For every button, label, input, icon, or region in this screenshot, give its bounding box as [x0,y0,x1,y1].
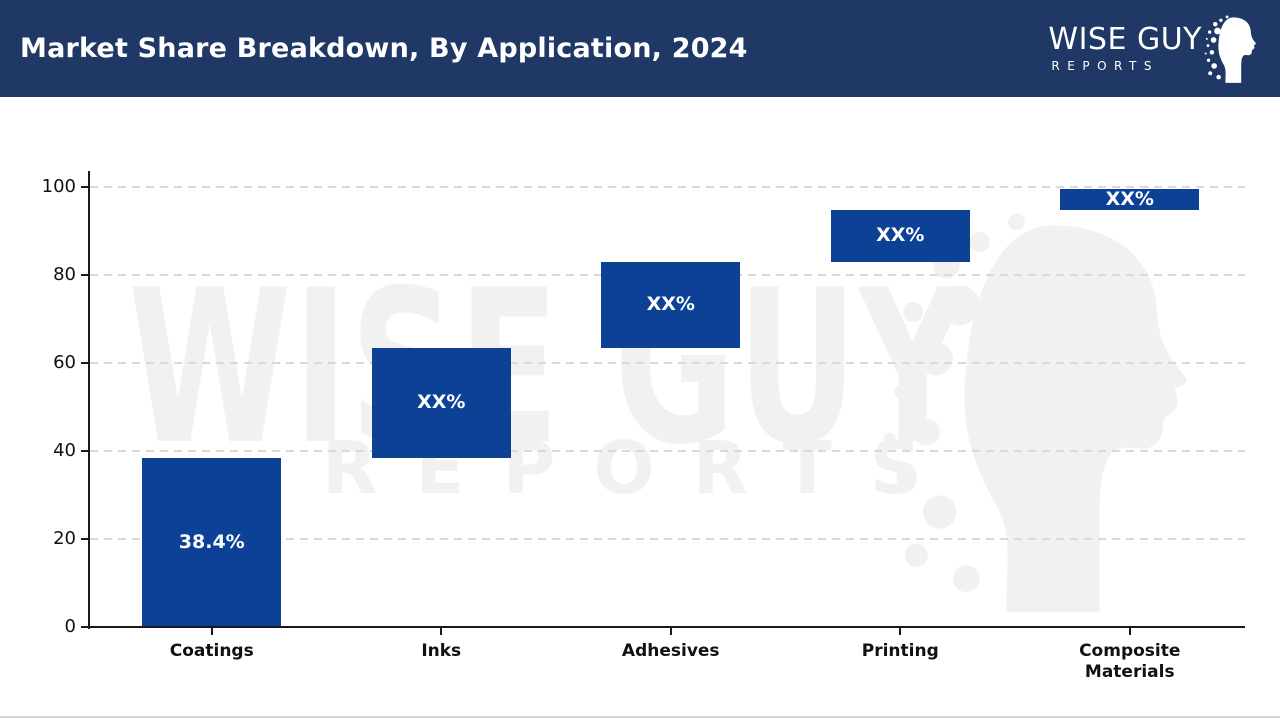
bar-value-label: XX% [646,293,695,316]
category-label: Composite Materials [1079,641,1181,682]
waterfall-bar: 38.4% [142,457,282,627]
gridline [90,449,1245,452]
x-axis-tick-mark [899,628,902,635]
wise-guy-logo: WISE GUY REPORTS [1048,9,1266,89]
bottom-divider [0,716,1280,718]
waterfall-bar: XX% [371,347,511,458]
y-axis-tick-label: 40 [53,439,76,461]
y-axis-tick-label: 100 [41,175,76,197]
page-title: Market Share Breakdown, By Application, … [20,33,748,64]
y-axis-tick-mark [81,537,90,540]
gridline [90,361,1245,364]
logo-wordmark: WISE GUY [1048,21,1202,57]
bar-value-label: XX% [1105,187,1154,210]
category-label: Coatings [169,641,254,661]
y-axis-tick-label: 0 [64,616,76,637]
logo-subtext: REPORTS [1051,58,1159,73]
category-label: Adhesives [621,641,720,661]
bar-value-label: XX% [417,391,466,414]
y-axis-tick-mark [81,185,90,188]
y-axis-spine [88,171,90,629]
y-axis-tick-label: 20 [53,527,76,549]
gridline [90,537,1245,540]
waterfall-bar: XX% [601,261,741,348]
wise-guy-face-icon [1204,14,1256,83]
y-axis-tick-label: 60 [53,351,76,373]
bar-value-label: 38.4% [178,530,245,553]
waterfall-bar: XX% [830,209,970,262]
y-axis-tick-mark [81,273,90,276]
y-axis-tick-mark [81,361,90,364]
header-bar: Market Share Breakdown, By Application, … [0,0,1280,97]
y-axis-tick-label: 80 [53,263,76,285]
gridline [90,185,1245,188]
x-axis-tick-mark [1128,628,1131,635]
waterfall-bar: XX% [1060,187,1200,210]
y-axis-tick-mark [81,626,90,628]
x-axis-tick-mark [210,628,213,635]
x-axis-spine [88,626,1245,628]
bar-value-label: XX% [876,224,925,247]
category-label: Printing [861,641,939,661]
x-axis-tick-mark [440,628,443,635]
category-label: Inks [421,641,462,661]
x-axis-tick-mark [669,628,672,635]
y-axis-tick-mark [81,449,90,452]
logo-text: WISE GUY REPORTS [1048,21,1202,73]
